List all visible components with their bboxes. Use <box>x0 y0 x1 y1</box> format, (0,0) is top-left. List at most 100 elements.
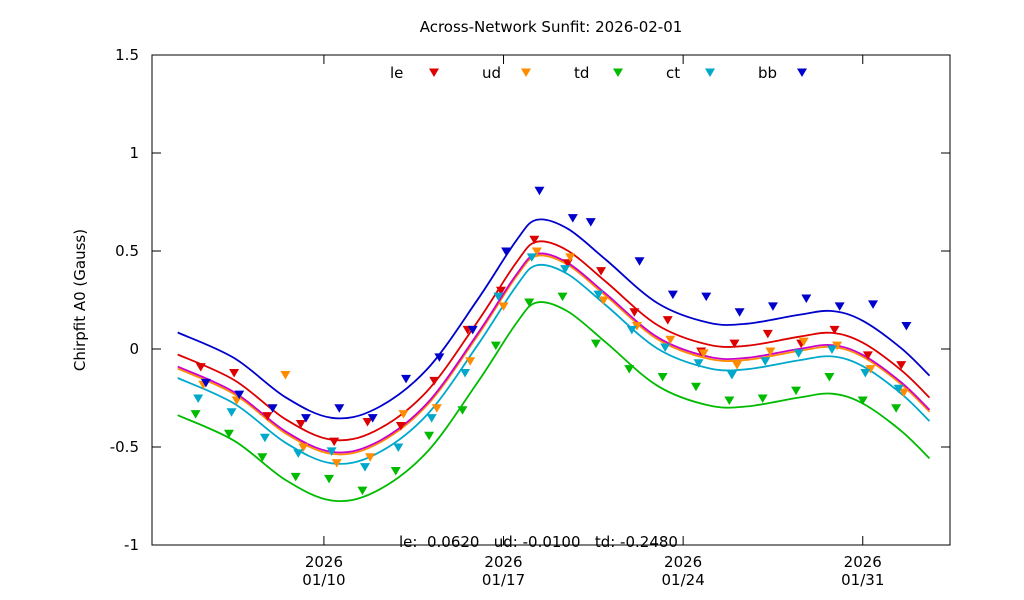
data-point-bb <box>767 302 778 311</box>
data-point-ct <box>793 349 804 358</box>
data-point-bb <box>634 257 645 266</box>
data-point-ud <box>631 321 642 331</box>
data-point-ct <box>359 463 370 472</box>
data-point-ud <box>698 349 709 358</box>
data-point-le <box>329 437 340 447</box>
data-point-td <box>424 431 435 441</box>
data-point-bb <box>267 404 278 413</box>
data-point-bb <box>585 218 596 227</box>
data-point-le <box>195 363 206 372</box>
data-point-ud <box>298 443 309 452</box>
x-tick-label: 2026 <box>844 553 882 571</box>
data-point-ud <box>398 410 409 419</box>
legend-marker-td <box>613 68 623 77</box>
y-tick-label: 1 <box>129 144 139 162</box>
legend-label-ud: ud <box>482 64 501 82</box>
data-point-td <box>457 406 468 415</box>
data-point-le <box>229 369 240 378</box>
data-point-td <box>324 474 335 484</box>
data-point-ct <box>393 443 404 452</box>
y-tick-label: 1.5 <box>115 46 139 64</box>
data-point-le <box>729 339 740 349</box>
data-point-le <box>896 361 907 370</box>
data-point-ud <box>665 335 676 345</box>
data-point-td <box>757 394 768 403</box>
data-point-bb <box>434 353 445 362</box>
data-point-ct <box>226 408 237 417</box>
data-point-bb <box>701 292 712 302</box>
data-point-bb <box>834 302 845 311</box>
series-curve-td <box>177 301 931 502</box>
data-point-ct <box>293 449 304 458</box>
data-point-le <box>262 412 273 421</box>
data-point-ct <box>693 359 704 368</box>
data-point-le <box>862 351 873 360</box>
series-curve-le <box>177 240 931 442</box>
data-point-ud <box>798 337 809 347</box>
data-point-bb <box>667 290 678 300</box>
data-point-ud <box>832 341 843 351</box>
data-point-td <box>891 404 902 413</box>
legend-marker-bb <box>797 68 807 77</box>
legend-marker-ct <box>705 68 715 77</box>
data-point-le <box>395 421 406 431</box>
data-point-ud <box>565 253 576 262</box>
data-point-ud <box>280 370 291 380</box>
data-point-ct <box>426 414 437 423</box>
data-point-td <box>257 453 268 462</box>
data-point-bb <box>901 321 912 331</box>
data-point-le <box>529 235 540 245</box>
fit-annotation-line1: le: 0.0620 ud: -0.0100 td: -0.2480 <box>399 533 678 551</box>
data-point-td <box>690 382 701 392</box>
legend-label-le: le <box>390 64 403 82</box>
data-point-ud <box>865 365 876 374</box>
data-point-ud <box>732 361 743 370</box>
plot-border <box>151 54 951 546</box>
data-point-ct <box>193 394 204 403</box>
data-point-le <box>295 419 306 429</box>
data-point-bb <box>334 404 345 413</box>
series-curve-bb <box>177 218 931 420</box>
data-point-td <box>290 472 301 482</box>
y-tick-label: -1 <box>124 536 139 554</box>
data-point-le <box>662 316 673 325</box>
data-point-td <box>590 339 601 349</box>
chart-title: Across-Network Sunfit: 2026-02-01 <box>419 18 683 36</box>
data-point-ct <box>493 292 504 302</box>
data-point-ud <box>498 302 509 311</box>
data-point-ud <box>898 388 909 398</box>
legend-label-td: td <box>574 64 589 82</box>
data-point-ct <box>726 370 737 380</box>
data-point-le <box>596 267 607 276</box>
data-point-ud <box>765 347 776 356</box>
data-point-td <box>557 292 568 302</box>
data-point-td <box>490 341 501 351</box>
data-point-td <box>791 386 802 396</box>
data-point-td <box>824 372 835 382</box>
data-point-le <box>829 325 840 335</box>
series-curve-ct <box>177 263 931 465</box>
x-tick-label: 01/10 <box>302 571 345 589</box>
data-point-td <box>357 486 368 496</box>
data-point-ud <box>331 459 342 468</box>
data-point-td <box>190 410 201 419</box>
data-point-td <box>624 365 635 374</box>
legend-marker-le <box>429 68 439 77</box>
data-point-ud <box>365 453 376 462</box>
data-point-ct <box>626 325 637 335</box>
data-point-le <box>495 286 506 296</box>
data-point-ud <box>431 404 442 413</box>
data-point-td <box>390 467 401 476</box>
y-tick-label: 0 <box>129 340 139 358</box>
series-curve-ud <box>177 254 931 456</box>
x-tick-label: 01/17 <box>482 571 525 589</box>
data-point-ct <box>259 433 270 443</box>
data-point-ct <box>326 447 337 456</box>
data-point-ct <box>826 345 837 354</box>
data-point-bb <box>234 390 245 400</box>
data-point-ud <box>598 296 609 305</box>
data-point-bb <box>501 247 512 256</box>
legend-label-ct: ct <box>666 64 680 82</box>
